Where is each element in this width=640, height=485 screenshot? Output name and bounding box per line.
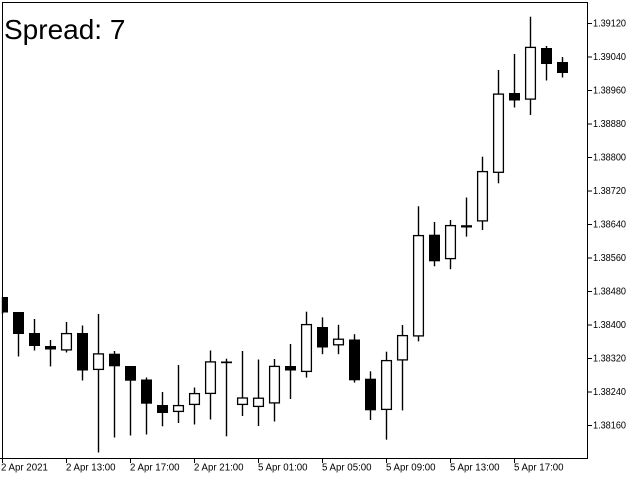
svg-text:2 Apr 21:00: 2 Apr 21:00 <box>194 463 244 474</box>
svg-text:5 Apr 09:00: 5 Apr 09:00 <box>386 463 436 474</box>
svg-text:1.39040: 1.39040 <box>593 52 627 63</box>
svg-text:1.38720: 1.38720 <box>593 186 627 197</box>
svg-text:1.38240: 1.38240 <box>593 387 627 398</box>
svg-text:5 Apr 01:00: 5 Apr 01:00 <box>258 463 308 474</box>
svg-text:1.39120: 1.39120 <box>593 19 627 30</box>
svg-text:2 Apr 13:00: 2 Apr 13:00 <box>66 463 116 474</box>
svg-text:1.38640: 1.38640 <box>593 220 627 231</box>
svg-text:Spread: 7: Spread: 7 <box>4 14 125 45</box>
svg-text:1.38960: 1.38960 <box>593 86 627 97</box>
svg-text:1.38800: 1.38800 <box>593 153 627 164</box>
svg-text:1.38400: 1.38400 <box>593 320 627 331</box>
svg-text:1.38160: 1.38160 <box>593 421 627 432</box>
svg-text:1.38880: 1.38880 <box>593 119 627 130</box>
svg-text:1.38320: 1.38320 <box>593 354 627 365</box>
svg-text:5 Apr 05:00: 5 Apr 05:00 <box>322 463 372 474</box>
svg-text:5 Apr 13:00: 5 Apr 13:00 <box>450 463 500 474</box>
svg-text:2 Apr 2021: 2 Apr 2021 <box>1 463 48 474</box>
svg-text:5 Apr 17:00: 5 Apr 17:00 <box>514 463 564 474</box>
svg-text:1.38560: 1.38560 <box>593 253 627 264</box>
svg-text:1.38480: 1.38480 <box>593 287 627 298</box>
svg-text:2 Apr 17:00: 2 Apr 17:00 <box>130 463 180 474</box>
